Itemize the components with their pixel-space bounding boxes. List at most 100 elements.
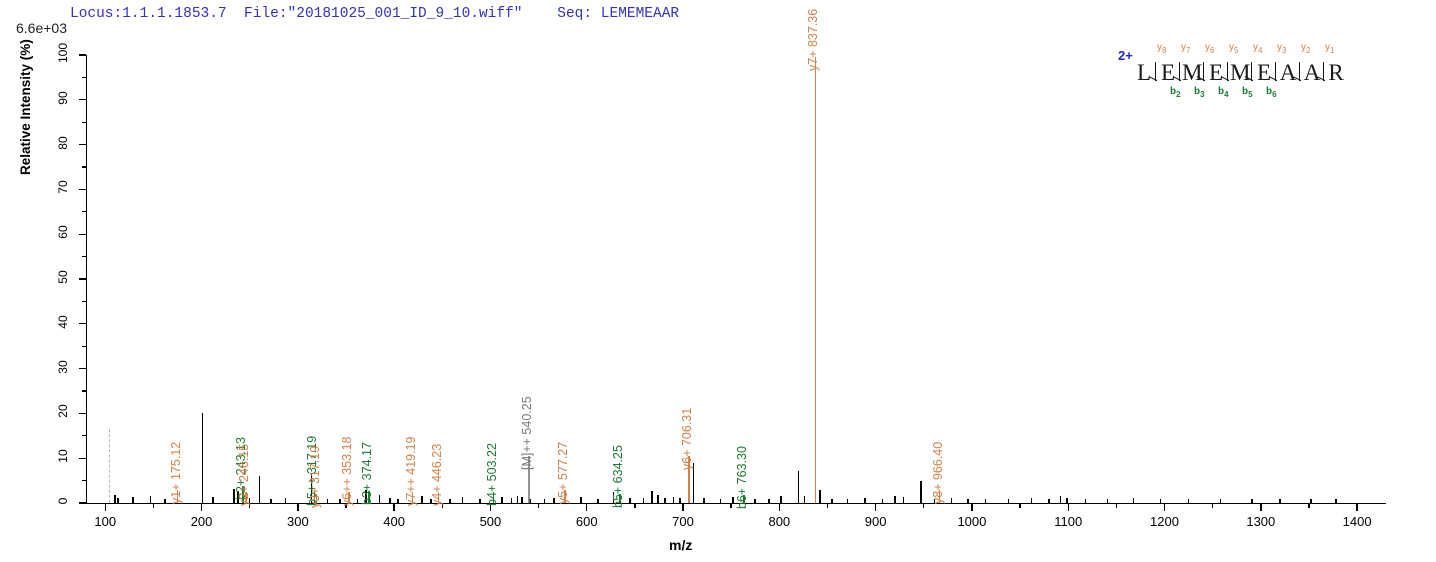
y-tick-label: 70 <box>56 180 70 195</box>
ladder-residue: E <box>1160 60 1176 85</box>
y-tick-label: 100 <box>56 42 70 64</box>
ladder-y-ion-label: y2 <box>1301 42 1311 55</box>
annotated-peak-stem <box>743 495 745 503</box>
ladder-y-ion-label: y6 <box>1205 42 1215 55</box>
spectrum-peak <box>950 497 953 503</box>
y-tick-minor <box>82 121 86 123</box>
peak-label: [M]++ 540.25 <box>520 396 535 471</box>
ladder-y-ion-label: y8 <box>1157 42 1167 55</box>
annotated-peak-stem <box>688 456 690 503</box>
x-tick-minor <box>923 503 925 508</box>
x-tick-label: 200 <box>190 514 213 529</box>
y-tick-minor <box>82 479 86 482</box>
ladder-bracket <box>1275 62 1277 81</box>
spectrum-peak <box>780 496 783 503</box>
y-tick-minor <box>82 255 86 258</box>
spectrum-peak <box>510 498 513 503</box>
peak-label: b5+ 634.25 <box>610 444 625 508</box>
spectrum-peak <box>1059 496 1062 503</box>
spectrum-peak <box>270 498 272 503</box>
x-tick-major <box>778 503 781 511</box>
y-tick-major <box>79 367 86 370</box>
y-tick-label: 60 <box>56 225 70 239</box>
spectrum-peak <box>1279 498 1281 503</box>
annotated-peak-stem <box>176 490 179 503</box>
y-tick-label: 50 <box>56 270 70 284</box>
ladder-residue: M <box>1230 60 1251 85</box>
annotated-peak-stem <box>814 57 817 503</box>
y-tick-minor <box>82 211 86 213</box>
y-tick-major <box>79 323 86 325</box>
x-tick-label: 400 <box>383 514 405 529</box>
spectrum-peak <box>612 492 615 503</box>
peak-label: y7+ 837.36 <box>806 8 821 71</box>
x-tick-minor <box>1115 503 1118 508</box>
spectrum-peak <box>421 495 423 503</box>
spectrum-peak <box>326 498 329 503</box>
x-tick-minor <box>249 503 251 508</box>
spectrum-peak <box>920 480 922 503</box>
spectrum-peak <box>356 498 359 503</box>
spectrum-peak <box>365 489 368 503</box>
x-axis-line <box>86 503 1386 505</box>
ladder-residue: L <box>1136 60 1152 85</box>
x-tick-major <box>104 503 106 511</box>
spectrum-peak <box>803 495 806 503</box>
peak-label: y2+ 246.15 <box>236 443 251 506</box>
x-tick-label: 600 <box>575 514 598 529</box>
y-tick-label: 40 <box>56 315 70 329</box>
spectrum-peak <box>516 495 519 503</box>
y-tick-major <box>79 278 86 280</box>
x-tick-major <box>971 503 973 511</box>
y-tick-minor <box>82 166 86 168</box>
ladder-residue: E <box>1256 60 1272 85</box>
spectrum-peak <box>881 498 884 503</box>
spectrum-peak <box>389 498 392 503</box>
spectrum-peak <box>1251 498 1253 503</box>
y-tick-label: 90 <box>56 91 70 105</box>
y-tick-label: 30 <box>56 359 70 374</box>
spectrum-peak <box>1219 498 1222 503</box>
x-tick-major <box>1260 503 1262 511</box>
x-tick-label: 1000 <box>957 514 987 529</box>
spectrum-peak <box>629 498 631 503</box>
spectrum-peak <box>1335 498 1337 503</box>
peak-label: y5+ 577.27 <box>555 441 570 505</box>
ladder-bracket <box>1179 62 1181 81</box>
x-tick-minor <box>152 503 155 508</box>
y-tick-minor <box>82 76 86 79</box>
spectrum-peak <box>692 462 695 503</box>
spectrum-peak <box>1048 498 1050 503</box>
peak-label: y3+ 317.19 <box>307 445 322 508</box>
y-tick-major <box>79 54 86 56</box>
spectrum-peak <box>479 498 481 503</box>
ladder-b-ion-label: b5 <box>1242 86 1253 99</box>
intensity-max-label: 6.6e+03 <box>16 20 67 36</box>
x-tick-label: 500 <box>479 514 502 529</box>
spectrum-peak <box>378 494 381 503</box>
annotated-peak-stem <box>938 490 941 503</box>
x-axis-title: m/z <box>669 537 693 553</box>
annotated-peak-stem <box>315 493 318 503</box>
spectrum-peak <box>1310 498 1312 503</box>
spectrum-peak <box>248 498 251 503</box>
y-tick-major <box>79 188 86 191</box>
peak-label: b4+ 503.22 <box>484 442 499 506</box>
y-tick-major <box>79 233 86 235</box>
y-tick-minor <box>82 345 86 347</box>
annotated-peak-stem <box>411 492 414 503</box>
spectrum-peak <box>132 496 134 503</box>
spectrum-peak <box>1106 498 1109 503</box>
spectrum-peak <box>109 429 111 503</box>
x-tick-label: 900 <box>864 514 887 529</box>
x-tick-minor <box>1019 503 1021 508</box>
spectrum-peak <box>449 498 451 503</box>
ladder-residue: E <box>1208 60 1224 85</box>
y-tick-label: 10 <box>56 449 70 463</box>
ladder-b-ion-label: b2 <box>1170 86 1181 99</box>
spectrum-peak <box>1159 498 1162 503</box>
annotated-peak-stem <box>437 492 440 503</box>
spectrum-peak <box>501 496 503 503</box>
peak-label: y7++ 419.19 <box>403 436 418 507</box>
spectrum-peak <box>284 497 287 503</box>
